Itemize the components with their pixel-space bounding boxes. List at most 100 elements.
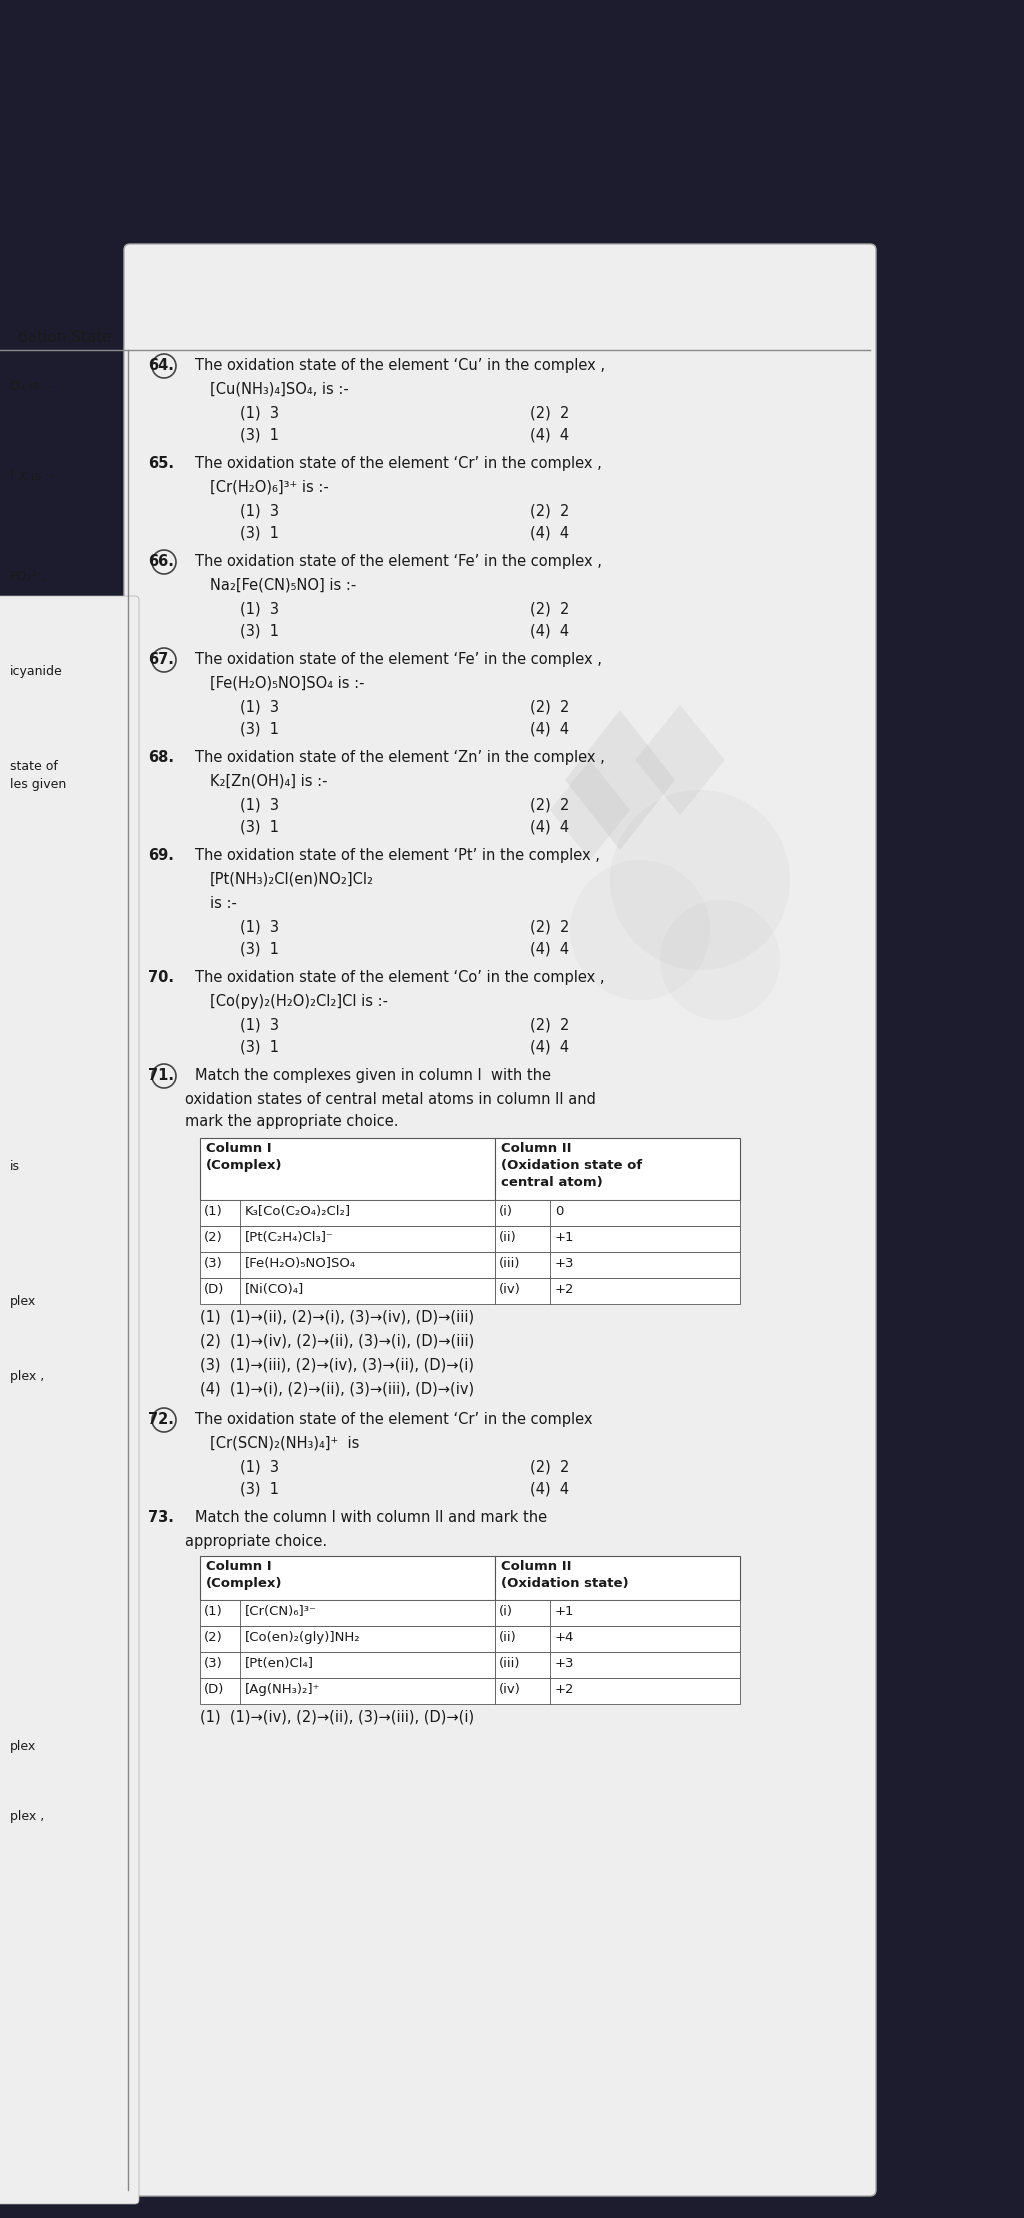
Text: plex: plex — [10, 1739, 36, 1752]
FancyBboxPatch shape — [495, 1557, 740, 1599]
Text: (1): (1) — [204, 1606, 223, 1617]
Text: (3)  (1)→(iii), (2)→(iv), (3)→(ii), (D)→(i): (3) (1)→(iii), (2)→(iv), (3)→(ii), (D)→(… — [200, 1357, 474, 1373]
Text: (2)  2: (2) 2 — [530, 920, 569, 936]
FancyBboxPatch shape — [200, 1278, 495, 1304]
Text: (1)  3: (1) 3 — [240, 406, 279, 421]
FancyBboxPatch shape — [200, 1138, 495, 1200]
Text: (4)  4: (4) 4 — [530, 623, 569, 639]
FancyBboxPatch shape — [200, 1557, 495, 1599]
Text: (ii): (ii) — [499, 1630, 517, 1644]
Text: [Pt(en)Cl₄]: [Pt(en)Cl₄] — [245, 1657, 314, 1670]
Text: 70.: 70. — [148, 969, 174, 985]
Text: The oxidation state of the element ‘Co’ in the complex ,: The oxidation state of the element ‘Co’ … — [195, 969, 604, 985]
Text: (1)  3: (1) 3 — [240, 503, 279, 519]
Text: 73.: 73. — [148, 1510, 174, 1526]
Text: (4)  4: (4) 4 — [530, 1482, 569, 1497]
Text: (3)  1: (3) 1 — [240, 723, 279, 736]
Text: (2): (2) — [204, 1231, 223, 1244]
Text: (2)  2: (2) 2 — [530, 601, 569, 617]
Text: (i): (i) — [499, 1606, 513, 1617]
Text: (4)  4: (4) 4 — [530, 943, 569, 956]
Text: +3: +3 — [555, 1657, 574, 1670]
FancyBboxPatch shape — [0, 597, 139, 2205]
Polygon shape — [550, 761, 630, 861]
Text: (D): (D) — [204, 1282, 224, 1295]
Text: Column II
(Oxidation state of
central atom): Column II (Oxidation state of central at… — [501, 1142, 642, 1189]
Text: (1)  3: (1) 3 — [240, 1459, 279, 1475]
Text: [Co(py)₂(H₂O)₂Cl₂]Cl is :-: [Co(py)₂(H₂O)₂Cl₂]Cl is :- — [210, 994, 388, 1009]
FancyBboxPatch shape — [200, 1652, 495, 1679]
Text: (1)  3: (1) 3 — [240, 601, 279, 617]
Text: +1: +1 — [555, 1606, 574, 1617]
Text: plex: plex — [10, 1295, 36, 1309]
Text: (i): (i) — [499, 1204, 513, 1218]
Text: is :-: is :- — [210, 896, 237, 912]
Text: K₃[Co(C₂O₄)₂Cl₂]: K₃[Co(C₂O₄)₂Cl₂] — [245, 1204, 351, 1218]
Text: (3)  1: (3) 1 — [240, 1040, 279, 1056]
Text: (3)  1: (3) 1 — [240, 428, 279, 444]
Text: (3): (3) — [204, 1657, 223, 1670]
Text: +3: +3 — [555, 1258, 574, 1271]
Text: 69.: 69. — [148, 847, 174, 863]
Text: The oxidation state of the element ‘Cu’ in the complex ,: The oxidation state of the element ‘Cu’ … — [195, 357, 605, 373]
Text: The oxidation state of the element ‘Fe’ in the complex ,: The oxidation state of the element ‘Fe’ … — [195, 554, 602, 570]
Text: 65.: 65. — [148, 457, 174, 470]
Circle shape — [660, 901, 780, 1020]
Text: appropriate choice.: appropriate choice. — [185, 1535, 327, 1548]
Text: (3)  1: (3) 1 — [240, 526, 279, 541]
Text: (1)  3: (1) 3 — [240, 701, 279, 714]
Text: (3): (3) — [204, 1258, 223, 1271]
Text: (iv): (iv) — [499, 1683, 521, 1697]
Circle shape — [610, 790, 790, 969]
Circle shape — [570, 861, 710, 1000]
Text: (4)  4: (4) 4 — [530, 526, 569, 541]
FancyBboxPatch shape — [495, 1679, 740, 1703]
Text: f X is :-: f X is :- — [10, 470, 54, 484]
Text: (4)  4: (4) 4 — [530, 723, 569, 736]
Text: (2): (2) — [204, 1630, 223, 1644]
Text: oxidation states of central metal atoms in column II and: oxidation states of central metal atoms … — [185, 1091, 596, 1107]
Text: The oxidation state of the element ‘Pt’ in the complex ,: The oxidation state of the element ‘Pt’ … — [195, 847, 600, 863]
Text: (3)  1: (3) 1 — [240, 623, 279, 639]
Text: (1)  3: (1) 3 — [240, 798, 279, 814]
Text: [Pt(C₂H₄)Cl₃]⁻: [Pt(C₂H₄)Cl₃]⁻ — [245, 1231, 334, 1244]
Text: The oxidation state of the element ‘Zn’ in the complex ,: The oxidation state of the element ‘Zn’ … — [195, 750, 605, 765]
FancyBboxPatch shape — [200, 1679, 495, 1703]
Text: (3)  1: (3) 1 — [240, 943, 279, 956]
Text: (D): (D) — [204, 1683, 224, 1697]
Text: (1): (1) — [204, 1204, 223, 1218]
Polygon shape — [635, 705, 725, 814]
Text: (ii): (ii) — [499, 1231, 517, 1244]
Text: plex ,: plex , — [10, 1371, 44, 1384]
Text: +1: +1 — [555, 1231, 574, 1244]
Text: +2: +2 — [555, 1282, 574, 1295]
Text: Column I
(Complex): Column I (Complex) — [206, 1559, 283, 1590]
Text: The oxidation state of the element ‘Cr’ in the complex ,: The oxidation state of the element ‘Cr’ … — [195, 457, 602, 470]
Text: 0: 0 — [555, 1204, 563, 1218]
FancyBboxPatch shape — [200, 1599, 495, 1626]
Text: (2)  2: (2) 2 — [530, 503, 569, 519]
Text: PO₂³⁻,: PO₂³⁻, — [10, 570, 48, 583]
Text: (1)  3: (1) 3 — [240, 1018, 279, 1034]
Text: Match the column I with column II and mark the: Match the column I with column II and ma… — [195, 1510, 547, 1526]
FancyBboxPatch shape — [495, 1278, 740, 1304]
FancyBboxPatch shape — [200, 1227, 495, 1251]
Text: (iii): (iii) — [499, 1657, 520, 1670]
Text: (4)  4: (4) 4 — [530, 821, 569, 834]
Text: (1)  3: (1) 3 — [240, 920, 279, 936]
Text: [Ni(CO)₄]: [Ni(CO)₄] — [245, 1282, 304, 1295]
Text: 64.: 64. — [148, 357, 174, 373]
Text: [Pt(NH₃)₂Cl(en)NO₂]Cl₂: [Pt(NH₃)₂Cl(en)NO₂]Cl₂ — [210, 872, 374, 887]
Text: [Fe(H₂O)₅NO]SO₄ is :-: [Fe(H₂O)₅NO]SO₄ is :- — [210, 676, 365, 692]
Text: (2)  2: (2) 2 — [530, 1459, 569, 1475]
Text: 66.: 66. — [148, 554, 174, 570]
Text: (4)  4: (4) 4 — [530, 1040, 569, 1056]
Text: O₄ is :-: O₄ is :- — [10, 379, 51, 393]
Text: 68.: 68. — [148, 750, 174, 765]
Text: (iii): (iii) — [499, 1258, 520, 1271]
Text: 67.: 67. — [148, 652, 174, 668]
Text: [Fe(H₂O)₅NO]SO₄: [Fe(H₂O)₅NO]SO₄ — [245, 1258, 356, 1271]
FancyBboxPatch shape — [495, 1138, 740, 1200]
Text: +2: +2 — [555, 1683, 574, 1697]
Text: (iv): (iv) — [499, 1282, 521, 1295]
